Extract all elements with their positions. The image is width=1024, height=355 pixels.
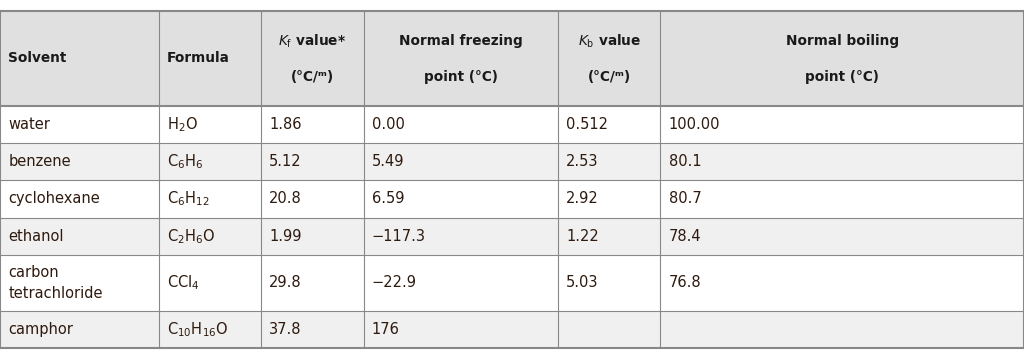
Text: 100.00: 100.00 [669,117,720,132]
Text: point (°C): point (°C) [424,70,498,84]
Text: 0.512: 0.512 [566,117,608,132]
Bar [0,180,1024,218]
Text: 5.12: 5.12 [269,154,302,169]
Text: C$_6$H$_6$: C$_6$H$_6$ [167,152,204,171]
Bar [0,106,1024,143]
Text: C$_{10}$H$_{16}$O: C$_{10}$H$_{16}$O [167,320,228,339]
Text: cyclohexane: cyclohexane [8,191,100,206]
Text: 2.92: 2.92 [566,191,599,206]
Text: 2.53: 2.53 [566,154,599,169]
Text: 20.8: 20.8 [269,191,302,206]
Text: benzene: benzene [8,154,71,169]
Text: 1.86: 1.86 [269,117,302,132]
Text: CCl$_4$: CCl$_4$ [167,273,200,292]
Text: 78.4: 78.4 [669,229,701,244]
Text: C$_6$H$_{12}$: C$_6$H$_{12}$ [167,190,209,208]
Text: Solvent: Solvent [8,51,67,65]
Bar [0,143,1024,180]
Text: 6.59: 6.59 [372,191,404,206]
Bar [0,11,1024,106]
Text: −117.3: −117.3 [372,229,426,244]
Text: C$_2$H$_6$O: C$_2$H$_6$O [167,227,215,246]
Text: $K_\mathrm{f}$ value*: $K_\mathrm{f}$ value* [279,32,346,50]
Text: (°C/ᵐ): (°C/ᵐ) [588,70,631,84]
Text: (°C/ᵐ): (°C/ᵐ) [291,70,334,84]
Text: 76.8: 76.8 [669,275,701,290]
Text: 80.1: 80.1 [669,154,701,169]
Text: Normal freezing: Normal freezing [399,34,522,48]
Text: 176: 176 [372,322,399,337]
Text: 37.8: 37.8 [269,322,302,337]
Text: 0.00: 0.00 [372,117,404,132]
Bar [0,255,1024,311]
Bar [0,218,1024,255]
Text: carbon: carbon [8,265,58,280]
Text: tetrachloride: tetrachloride [8,286,102,301]
Text: $K_\mathrm{b}$ value: $K_\mathrm{b}$ value [578,32,641,50]
Text: 1.99: 1.99 [269,229,302,244]
Text: 5.49: 5.49 [372,154,404,169]
Text: H$_2$O: H$_2$O [167,115,198,134]
Bar [0,311,1024,348]
Text: ethanol: ethanol [8,229,63,244]
Text: 80.7: 80.7 [669,191,701,206]
Text: 1.22: 1.22 [566,229,599,244]
Text: water: water [8,117,50,132]
Text: −22.9: −22.9 [372,275,417,290]
Text: Normal boiling: Normal boiling [785,34,899,48]
Text: 29.8: 29.8 [269,275,302,290]
Text: 5.03: 5.03 [566,275,599,290]
Text: point (°C): point (°C) [805,70,880,84]
Text: Formula: Formula [167,51,229,65]
Text: camphor: camphor [8,322,73,337]
